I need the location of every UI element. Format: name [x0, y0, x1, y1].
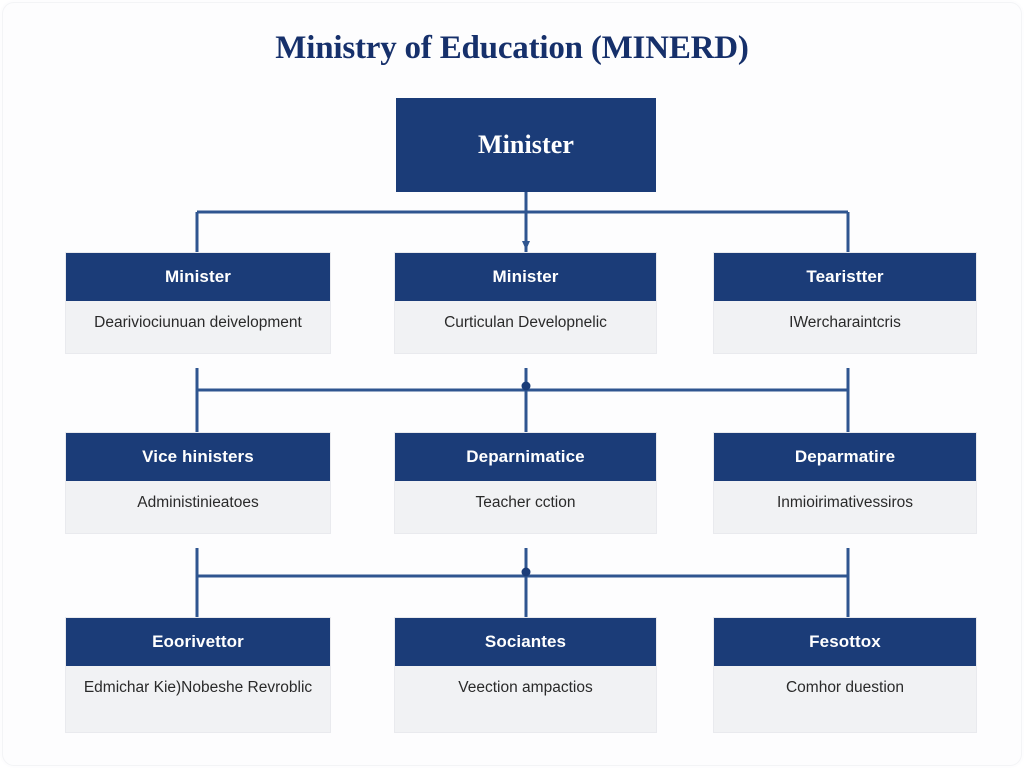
- junction-dot-level4: [521, 567, 531, 577]
- node-level2-col1[interactable]: Minister Deariviociunuan deivelopment: [66, 253, 330, 353]
- node-body: Comhor duestion: [785, 679, 905, 696]
- node-body: IWercharaintcris: [789, 314, 901, 331]
- node-level2-col3[interactable]: Tearistter IWercharaintcris: [714, 253, 976, 353]
- junction-dot-level3: [521, 381, 531, 391]
- node-body: Inmioirimativessiros: [776, 494, 914, 511]
- node-body: Edmichar Kie)Nobeshe Revroblic: [83, 679, 313, 696]
- page-title: Ministry of Education (MINERD): [275, 30, 749, 66]
- node-header: Tearistter: [714, 253, 976, 301]
- node-body: Veection ampactios: [458, 679, 593, 696]
- node-header: Vice hinisters: [66, 433, 330, 481]
- node-level3-col1[interactable]: Vice hinisters Administinieatoes: [66, 433, 330, 533]
- node-level3-col2[interactable]: Deparnimatice Teacher cction: [395, 433, 656, 533]
- node-level4-col1[interactable]: Eoorivettor Edmichar Kie)Nobeshe Revrobl…: [66, 618, 330, 732]
- node-header: Deparnimatice: [395, 433, 656, 481]
- node-body: Teacher cction: [475, 494, 576, 511]
- node-header: Deparmatire: [714, 433, 976, 481]
- node-level3-col3[interactable]: Deparmatire Inmioirimativessiros: [714, 433, 976, 533]
- node-level4-col3[interactable]: Fesottox Comhor duestion: [714, 618, 976, 732]
- node-header: Sociantes: [395, 618, 656, 666]
- node-body: Curticulan Developnelic: [444, 314, 607, 331]
- node-header: Minister: [395, 253, 656, 301]
- node-body: Administinieatoes: [137, 494, 259, 511]
- node-header: Minister: [396, 98, 656, 192]
- node-level4-col2[interactable]: Sociantes Veection ampactios: [395, 618, 656, 732]
- node-header: Fesottox: [714, 618, 976, 666]
- node-header: Minister: [66, 253, 330, 301]
- node-level2-col2[interactable]: Minister Curticulan Developnelic: [395, 253, 656, 353]
- node-header: Eoorivettor: [66, 618, 330, 666]
- node-minister-root[interactable]: Minister: [396, 98, 656, 192]
- node-body: Deariviociunuan deivelopment: [94, 314, 302, 331]
- arrowhead-root: [522, 241, 530, 250]
